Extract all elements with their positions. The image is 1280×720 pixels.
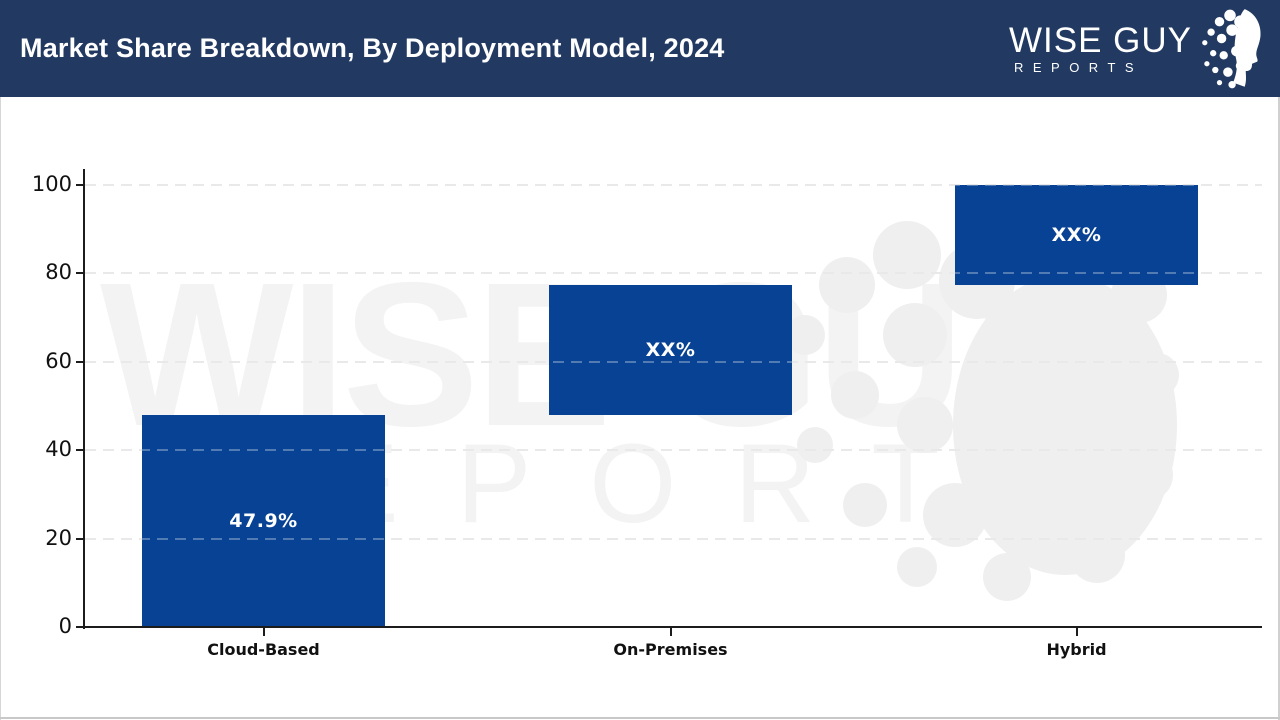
- y-tick-mark: [76, 626, 85, 628]
- gridline: [85, 184, 1262, 186]
- y-tick-label: 60: [45, 348, 72, 373]
- x-category-label: Hybrid: [1046, 640, 1107, 659]
- y-tick-label: 20: [45, 525, 72, 550]
- brand-wordmark: WISE GUY: [1008, 21, 1192, 60]
- y-tick-mark: [76, 184, 85, 186]
- frame-edge-right: [1278, 97, 1280, 720]
- bar-on-premises: XX%: [549, 285, 792, 416]
- bar-value-label: XX%: [645, 339, 696, 362]
- frame-edge-bottom: [0, 717, 1280, 719]
- y-tick-mark: [76, 537, 85, 540]
- x-category-label: On-Premises: [613, 640, 728, 659]
- gridline-overlay: [85, 449, 1262, 452]
- x-tick-mark: [262, 627, 265, 636]
- bar-cloud-based: 47.9%: [142, 415, 385, 627]
- gridline: [85, 449, 1262, 452]
- page-title: Market Share Breakdown, By Deployment Mo…: [20, 33, 725, 63]
- y-tick-mark: [76, 360, 85, 363]
- y-tick-label: 100: [31, 172, 72, 196]
- gridline-overlay: [85, 184, 1262, 186]
- x-axis-line: [83, 626, 1262, 628]
- bar-value-label: 47.9%: [229, 510, 298, 533]
- brand-logo-text: WISE GUY REPORTS: [1009, 23, 1192, 74]
- gridline-overlay: [85, 272, 1262, 275]
- gridline-overlay: [85, 537, 1262, 540]
- y-tick-label: 40: [45, 437, 72, 462]
- bar-value-label: XX%: [1051, 224, 1102, 247]
- frame-edge-left: [0, 97, 1, 720]
- y-axis-line: [83, 169, 85, 629]
- header: Market Share Breakdown, By Deployment Mo…: [0, 0, 1280, 97]
- bar-hybrid: XX%: [955, 185, 1198, 286]
- x-tick-mark: [669, 627, 672, 636]
- gridline: [85, 272, 1262, 275]
- gridline-overlay: [85, 360, 1262, 363]
- y-tick-mark: [76, 272, 85, 275]
- y-tick-mark: [76, 449, 85, 452]
- y-tick-label: 80: [45, 260, 72, 285]
- brand-logo: WISE GUY REPORTS: [1009, 7, 1262, 91]
- wise-guy-face-icon: [1202, 8, 1261, 88]
- brand-subtitle: REPORTS: [1013, 60, 1144, 75]
- x-tick-mark: [1075, 627, 1078, 636]
- y-tick-label: 0: [58, 614, 72, 638]
- gridline: [85, 537, 1262, 540]
- x-category-label: Cloud-Based: [207, 640, 320, 659]
